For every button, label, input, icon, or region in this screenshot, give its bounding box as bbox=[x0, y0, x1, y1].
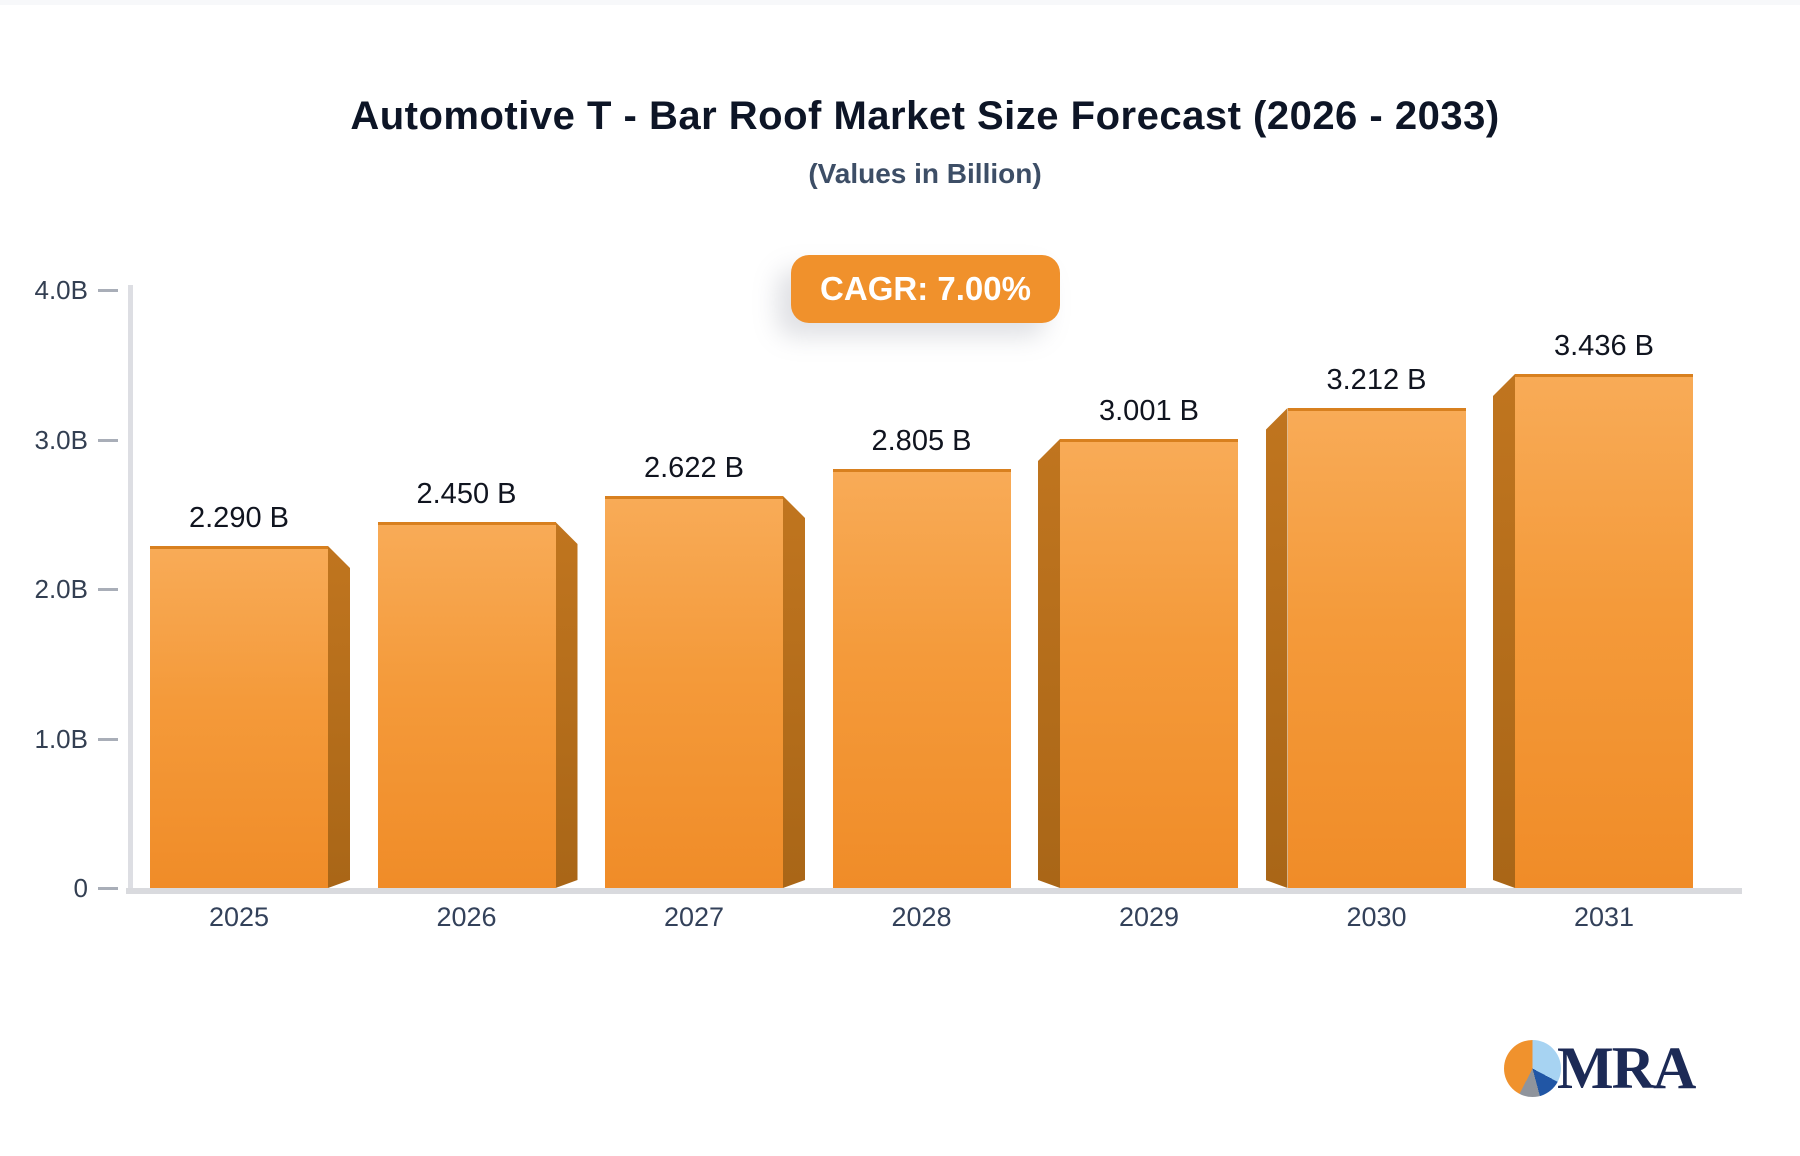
bar-side bbox=[328, 546, 350, 888]
bar bbox=[1060, 439, 1238, 888]
y-tick-mark bbox=[98, 289, 118, 292]
y-axis-line bbox=[128, 285, 133, 891]
y-tick-label: 3.0B bbox=[34, 424, 89, 455]
bar-side bbox=[1493, 374, 1515, 888]
bar-value-label: 3.212 B bbox=[1326, 364, 1427, 396]
x-tick-label: 2026 bbox=[436, 902, 497, 932]
brand-logo: MRA bbox=[1504, 1035, 1696, 1101]
bar-value-label: 3.001 B bbox=[1099, 395, 1199, 427]
y-tick-mark bbox=[98, 887, 118, 890]
x-axis-line bbox=[126, 888, 1742, 894]
x-tick-label: 2029 bbox=[1118, 902, 1180, 932]
x-tick-label: 2028 bbox=[891, 902, 952, 932]
y-tick-label: 4.0B bbox=[34, 275, 89, 305]
x-tick-label: 2031 bbox=[1573, 902, 1635, 932]
bar bbox=[1287, 408, 1466, 888]
bar-side bbox=[556, 522, 578, 888]
bar-side bbox=[1266, 408, 1288, 888]
bar-value-label: 3.436 B bbox=[1554, 330, 1654, 362]
x-tick-label: 2027 bbox=[663, 902, 725, 932]
chart-subtitle: (Values in Billion) bbox=[808, 158, 1042, 189]
y-tick-mark bbox=[98, 737, 118, 741]
bar-side bbox=[1038, 439, 1060, 888]
bar-value-label: 2.622 B bbox=[644, 452, 744, 484]
y-tick-label: 0 bbox=[73, 873, 88, 903]
bar-value-label: 2.290 B bbox=[189, 502, 289, 534]
y-tick-label: 1.0B bbox=[34, 723, 89, 754]
bar-value-label: 2.450 B bbox=[416, 478, 517, 510]
x-tick-label: 2030 bbox=[1346, 902, 1407, 932]
y-tick-mark bbox=[98, 438, 118, 442]
bar bbox=[605, 496, 783, 888]
pie-chart-logo-icon bbox=[1504, 1040, 1561, 1097]
bar bbox=[1515, 374, 1693, 888]
bar bbox=[377, 522, 556, 888]
top-edge-band bbox=[0, 0, 1800, 5]
bar bbox=[832, 469, 1011, 888]
cagr-badge: CAGR: 7.00% bbox=[791, 255, 1060, 323]
chart-title: Automotive T - Bar Roof Market Size Fore… bbox=[350, 94, 1500, 138]
x-tick-label: 2025 bbox=[208, 902, 270, 932]
logo-text: MRA bbox=[1557, 1035, 1696, 1101]
bar-side bbox=[783, 496, 805, 888]
y-tick-mark bbox=[98, 588, 118, 591]
bar-value-label: 2.805 B bbox=[871, 425, 972, 457]
bar bbox=[150, 546, 328, 888]
y-tick-label: 2.0B bbox=[34, 574, 89, 604]
